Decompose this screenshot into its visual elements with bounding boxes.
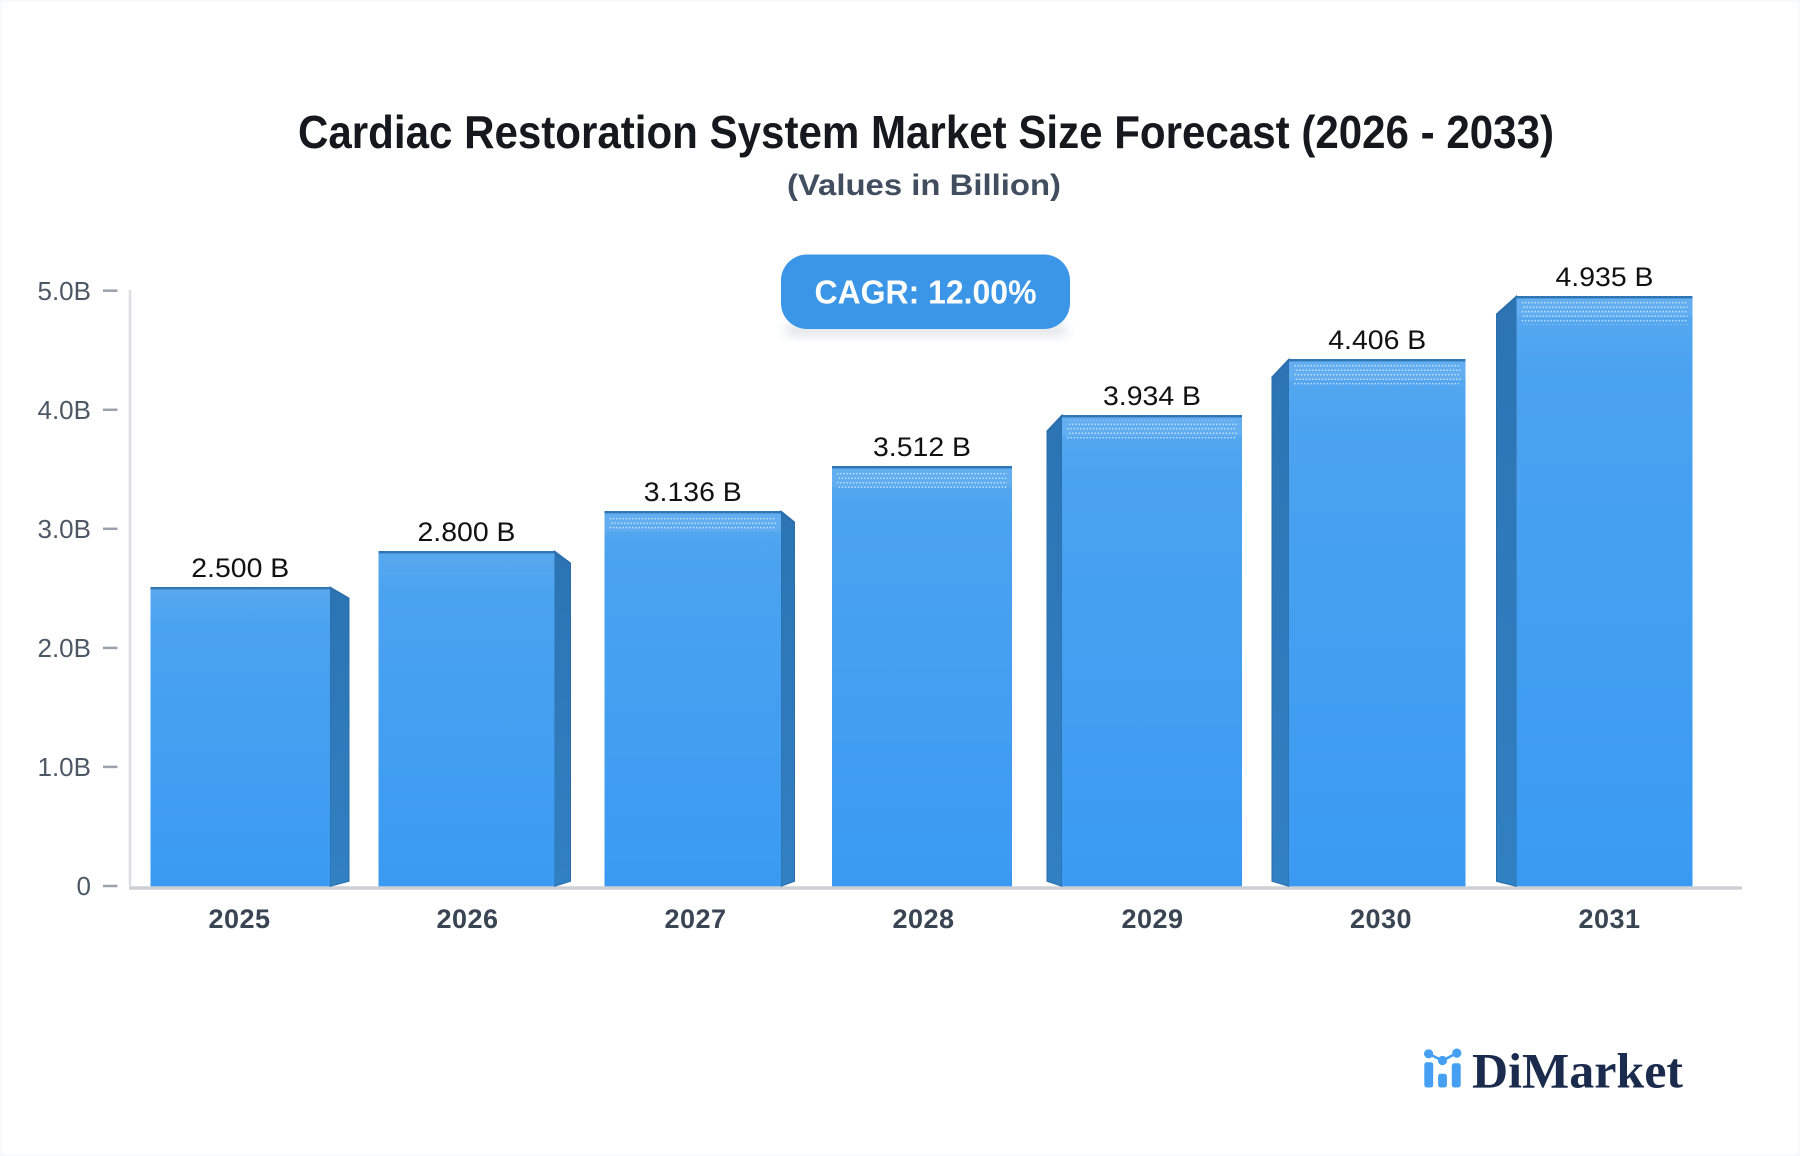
svg-text:CAGR: 12.00%: CAGR: 12.00% xyxy=(815,274,1037,311)
svg-text:3.512 B: 3.512 B xyxy=(873,432,971,462)
svg-text:3.934 B: 3.934 B xyxy=(1103,381,1201,411)
svg-text:2.500 B: 2.500 B xyxy=(191,553,289,583)
svg-text:1.0B: 1.0B xyxy=(38,752,92,782)
svg-text:3.0B: 3.0B xyxy=(38,514,92,544)
svg-text:2029: 2029 xyxy=(1121,904,1183,934)
svg-text:DiMarket: DiMarket xyxy=(1472,1043,1683,1099)
svg-text:2.800 B: 2.800 B xyxy=(418,517,516,547)
svg-text:2025: 2025 xyxy=(208,904,270,934)
svg-text:2028: 2028 xyxy=(892,904,954,934)
svg-text:2.0B: 2.0B xyxy=(38,633,92,663)
svg-text:2026: 2026 xyxy=(436,904,498,934)
svg-text:3.136 B: 3.136 B xyxy=(644,477,742,507)
svg-text:4.935 B: 4.935 B xyxy=(1556,262,1654,292)
svg-text:5.0B: 5.0B xyxy=(38,276,92,306)
svg-text:2031: 2031 xyxy=(1578,904,1640,934)
svg-text:(Values in Billion): (Values in Billion) xyxy=(787,169,1061,202)
svg-text:Cardiac Restoration System Mar: Cardiac Restoration System Market Size F… xyxy=(298,106,1554,158)
svg-text:4.406 B: 4.406 B xyxy=(1328,325,1426,355)
svg-text:0: 0 xyxy=(77,871,91,901)
svg-text:2030: 2030 xyxy=(1350,904,1412,934)
svg-text:2027: 2027 xyxy=(664,904,726,934)
svg-text:4.0B: 4.0B xyxy=(38,395,92,425)
